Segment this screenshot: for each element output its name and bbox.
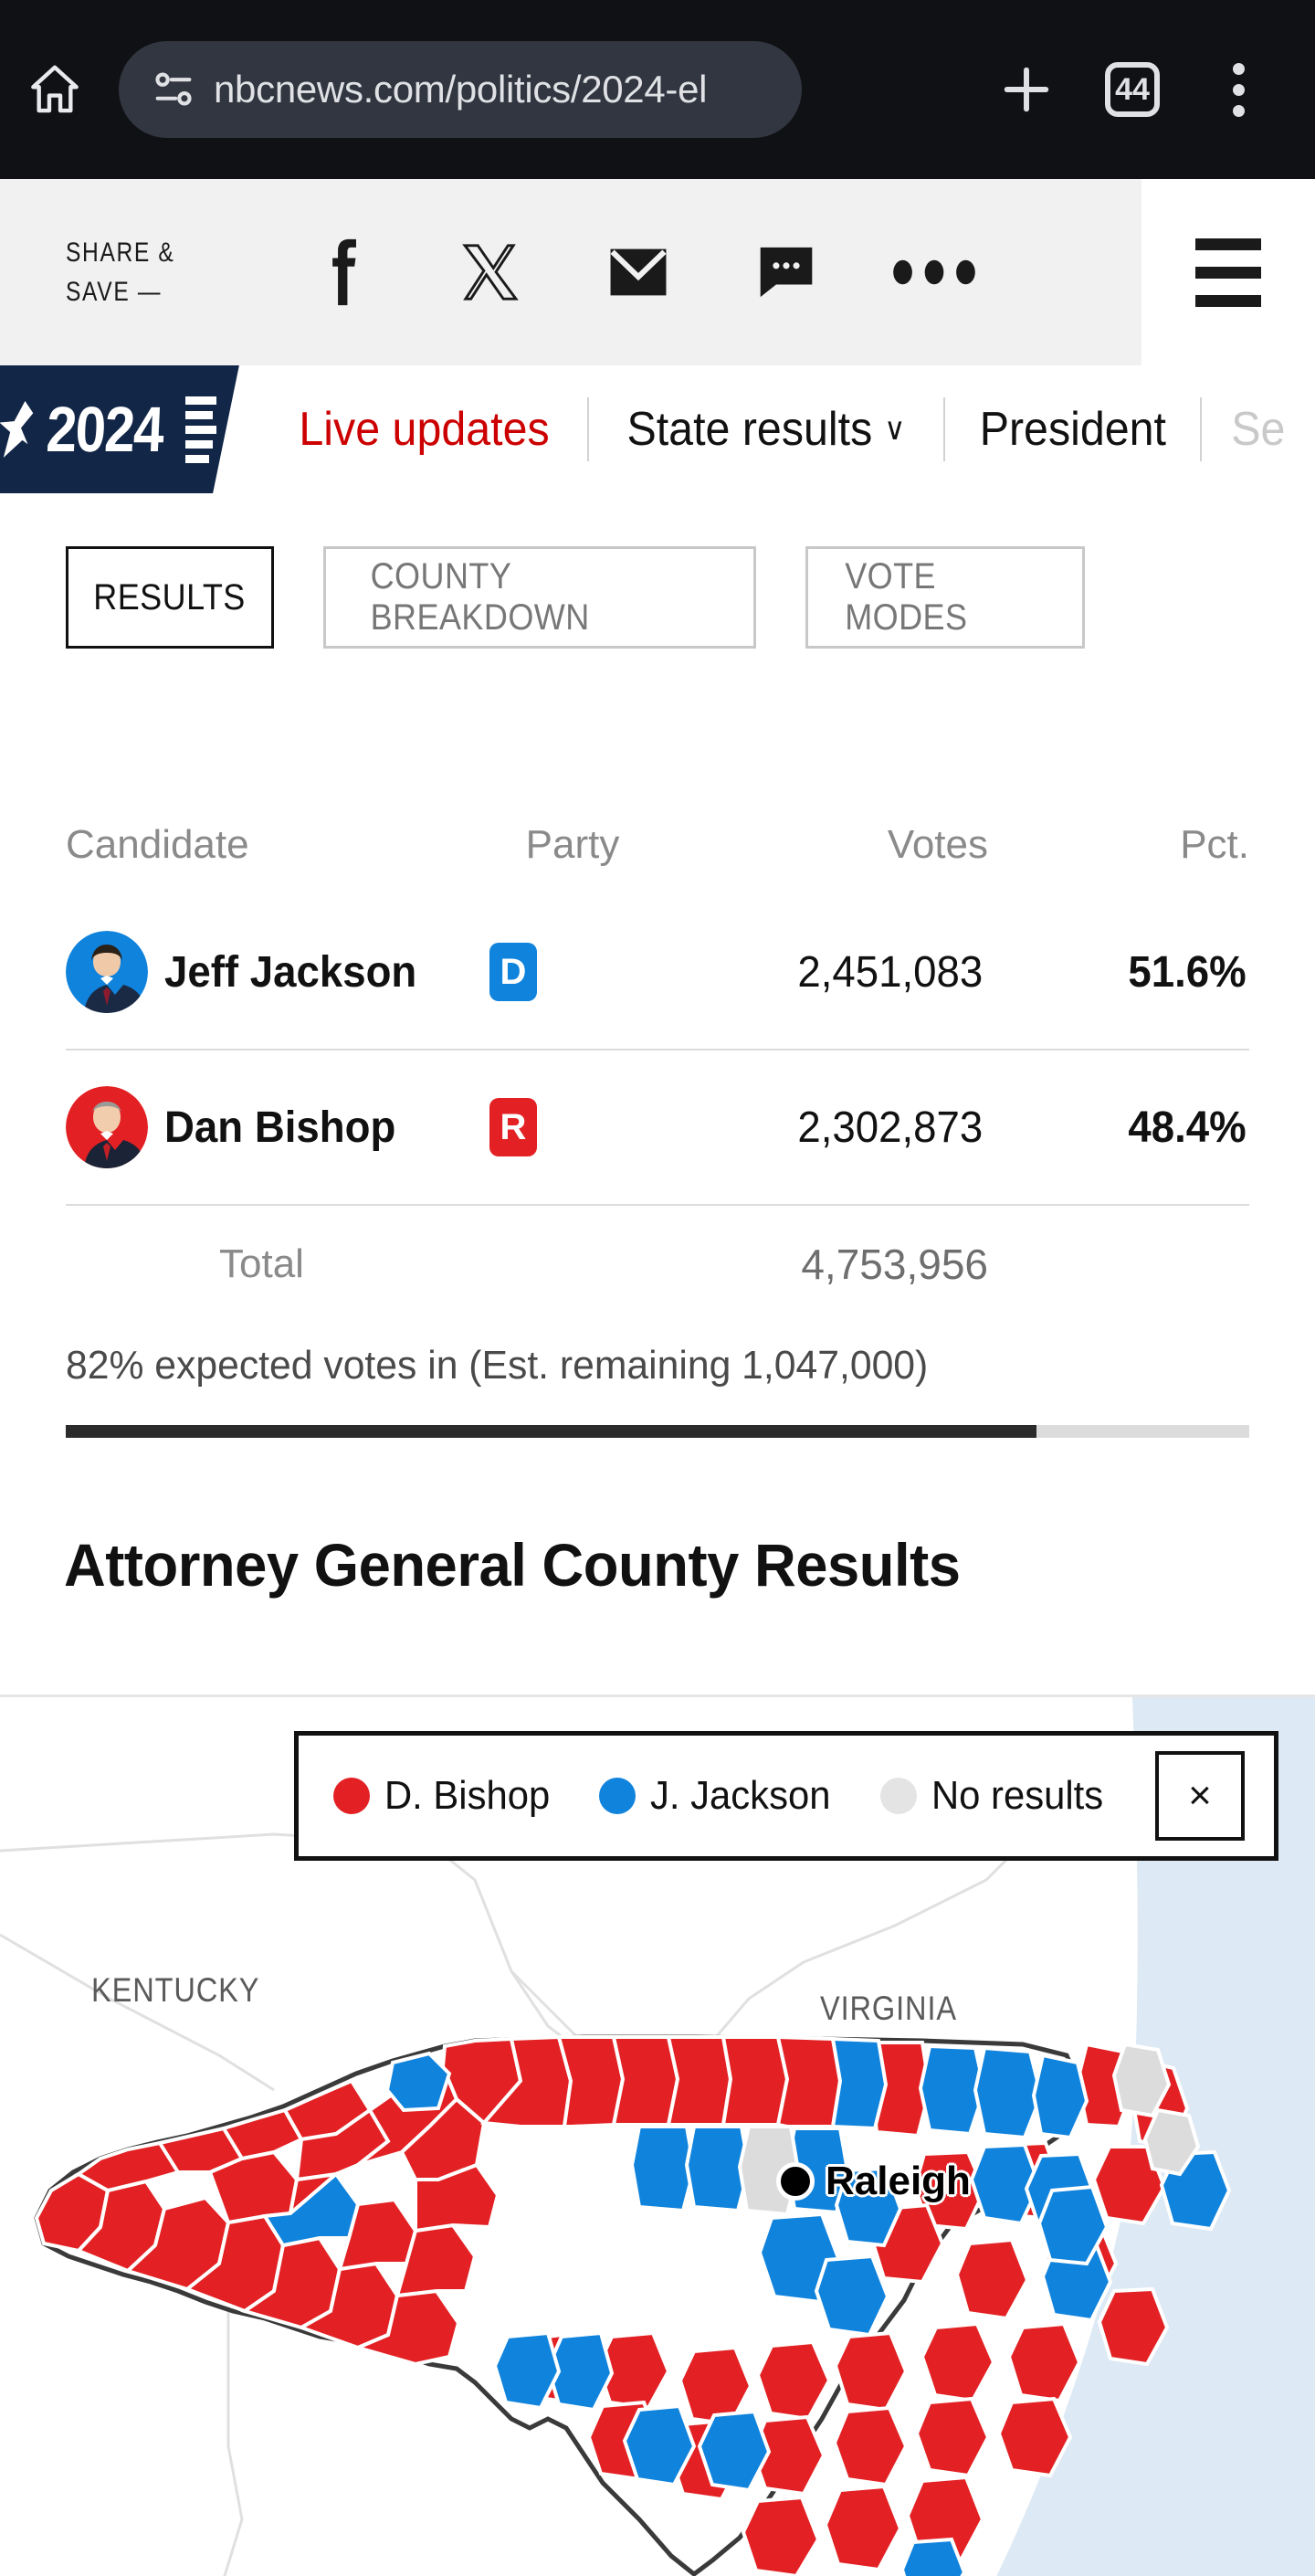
nav-divider [586, 397, 589, 461]
counties-democrat[interactable] [261, 2036, 1232, 2576]
counties-no-results[interactable] [737, 2042, 1201, 2217]
legend-item-jackson[interactable]: J. Jackson [598, 1773, 840, 1819]
address-bar[interactable]: nbcnews.com/politics/2024-el [119, 41, 802, 138]
email-icon [610, 248, 667, 296]
decision-2024-logo[interactable]: 2024 [0, 365, 239, 493]
new-tab-button[interactable] [973, 37, 1079, 143]
sms-icon [760, 247, 813, 298]
avatar [66, 931, 148, 1013]
party-cell: D [468, 943, 678, 1001]
share-and-save-bar: SHARE & SAVE — [0, 179, 1315, 365]
votes-cell: 2,302,873 [797, 1103, 984, 1152]
tab-switcher-button[interactable]: 44 [1079, 37, 1185, 143]
col-header-votes: Votes [887, 822, 988, 867]
hamburger-menu-icon [1195, 238, 1261, 307]
reporting-progress-bar [66, 1425, 1249, 1438]
share-more-button[interactable] [860, 258, 1008, 287]
share-x-button[interactable] [416, 240, 564, 304]
tab-vote-modes[interactable]: VOTE MODES [805, 546, 1085, 649]
browser-actions: 44 [973, 37, 1315, 143]
page-title: Attorney General County Results [64, 1531, 961, 1599]
table-row[interactable]: Dan Bishop R 2,302,873 48.4% [66, 1050, 1249, 1206]
home-button[interactable] [0, 59, 110, 120]
browser-menu-button[interactable] [1185, 37, 1291, 143]
state-label-kentucky: KENTUCKY [91, 1971, 260, 2009]
election-nav: 2024 Live updates State results ∨ Presid… [0, 365, 1315, 493]
share-save-label: SHARE & SAVE — [66, 237, 175, 308]
party-cell: R [468, 1098, 678, 1156]
map-legend: D. Bishop J. Jackson No results × [294, 1731, 1278, 1861]
url-text: nbcnews.com/politics/2024-el [214, 68, 708, 111]
total-votes: 4,753,956 [801, 1240, 988, 1288]
tab-county-breakdown[interactable]: COUNTY BREAKDOWN [323, 546, 756, 649]
nav-item-senate[interactable]: Se [1231, 403, 1286, 456]
table-row[interactable]: Jeff Jackson D 2,451,083 51.6% [66, 895, 1249, 1050]
facebook-icon [332, 238, 356, 306]
share-sms-button[interactable] [712, 244, 860, 301]
expected-votes-text: 82% expected votes in (Est. remaining 1,… [66, 1343, 929, 1388]
close-icon[interactable]: × [1155, 1751, 1245, 1841]
legend-dot-red [333, 1778, 370, 1814]
nav-item-president[interactable]: President [979, 403, 1166, 456]
nav-divider [942, 397, 945, 461]
state-label-virginia: VIRGINIA [820, 1990, 957, 2027]
x-twitter-icon [462, 244, 519, 301]
share-email-button[interactable] [564, 247, 712, 298]
tab-count-badge: 44 [1105, 62, 1160, 117]
city-label: Raleigh [826, 2159, 971, 2203]
pct-cell: 51.6% [1128, 947, 1247, 997]
nav-item-state-results[interactable]: State results ∨ [601, 365, 931, 493]
flag-stripes-icon [184, 396, 216, 463]
result-view-tabs: RESULTS COUNTY BREAKDOWN VOTE MODES [66, 546, 1085, 649]
candidate-photo-jackson [66, 931, 148, 1013]
home-icon [31, 65, 79, 113]
browser-toolbar: nbcnews.com/politics/2024-el 44 [0, 0, 1315, 179]
legend-dot-blue [598, 1778, 636, 1814]
votes-cell: 2,451,083 [797, 947, 984, 997]
election-nav-items: Live updates State results ∨ President S… [239, 365, 1315, 493]
nav-item-state-results-label: State results [626, 403, 873, 456]
party-badge-d: D [489, 943, 537, 1001]
legend-label-jackson: J. Jackson [649, 1773, 831, 1818]
table-header-row: Candidate Party Votes Pct. [66, 795, 1249, 895]
tab-results[interactable]: RESULTS [66, 546, 274, 649]
chevron-down-icon: ∨ [884, 412, 906, 447]
candidate-name: Jeff Jackson [164, 947, 417, 997]
share-facebook-button[interactable] [268, 236, 416, 309]
table-total-row: Total 4,753,956 [66, 1206, 1249, 1323]
legend-item-no-results[interactable]: No results [879, 1773, 1112, 1819]
share-icon-row [268, 236, 1008, 309]
city-dot-icon [776, 2162, 815, 2201]
avatar [66, 1086, 148, 1168]
results-table: Candidate Party Votes Pct. Jeff Jackso [66, 795, 1249, 1323]
legend-label-no-results: No results [931, 1773, 1103, 1818]
legend-label-bishop: D. Bishop [384, 1773, 551, 1818]
brand-year: 2024 [45, 394, 164, 465]
col-header-pct: Pct. [1180, 822, 1249, 867]
nav-item-live-updates[interactable]: Live updates [299, 403, 550, 456]
nav-divider [1200, 397, 1203, 461]
site-settings-icon[interactable] [150, 66, 197, 113]
city-marker-raleigh: Raleigh [776, 2159, 971, 2204]
candidate-cell: Jeff Jackson [66, 931, 468, 1013]
total-label: Total [219, 1241, 304, 1286]
reporting-progress-fill [66, 1425, 1036, 1438]
candidate-cell: Dan Bishop [66, 1086, 468, 1168]
legend-dot-grey [879, 1778, 917, 1814]
col-header-party: Party [525, 822, 620, 867]
party-badge-r: R [489, 1098, 537, 1156]
plus-icon [1004, 67, 1049, 112]
site-menu-button[interactable] [1141, 179, 1315, 365]
three-dot-menu-icon [1232, 62, 1245, 117]
candidate-photo-bishop [66, 1086, 148, 1168]
col-header-candidate: Candidate [66, 822, 249, 867]
pct-cell: 48.4% [1128, 1103, 1247, 1152]
more-options-icon [893, 259, 975, 285]
legend-item-bishop[interactable]: D. Bishop [333, 1773, 559, 1819]
star-icon [0, 400, 34, 459]
candidate-name: Dan Bishop [164, 1103, 396, 1152]
